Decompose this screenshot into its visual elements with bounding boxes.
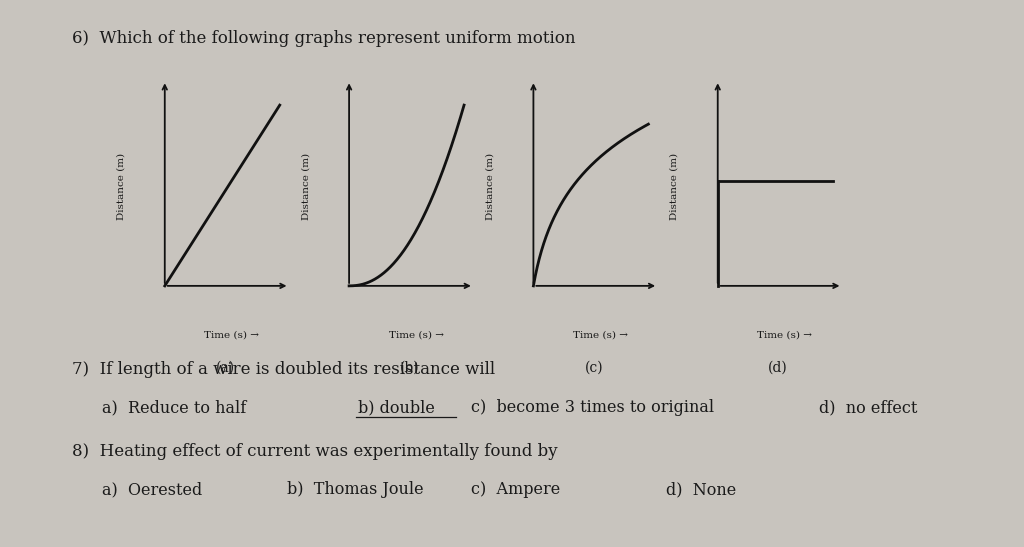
Text: 8)  Heating effect of current was experimentally found by: 8) Heating effect of current was experim… xyxy=(72,443,557,460)
Text: d)  no effect: d) no effect xyxy=(819,399,918,416)
Text: (a): (a) xyxy=(216,361,234,375)
Text: Time (s) →: Time (s) → xyxy=(758,330,812,339)
Text: b) double: b) double xyxy=(358,399,435,416)
Text: Distance (m): Distance (m) xyxy=(485,153,495,219)
Text: (c): (c) xyxy=(585,361,603,375)
Text: Distance (m): Distance (m) xyxy=(117,153,126,219)
Text: a)  Reduce to half: a) Reduce to half xyxy=(102,399,247,416)
Text: d)  None: d) None xyxy=(666,481,736,498)
Text: Time (s) →: Time (s) → xyxy=(573,330,628,339)
Text: c)  Ampere: c) Ampere xyxy=(471,481,560,498)
Text: (d): (d) xyxy=(768,361,788,375)
Text: Distance (m): Distance (m) xyxy=(670,153,679,219)
Text: (b): (b) xyxy=(399,361,420,375)
Text: Distance (m): Distance (m) xyxy=(301,153,310,219)
Text: 7)  If length of a wire is doubled its resistance will: 7) If length of a wire is doubled its re… xyxy=(72,361,495,378)
Text: b)  Thomas Joule: b) Thomas Joule xyxy=(287,481,423,498)
Text: c)  become 3 times to original: c) become 3 times to original xyxy=(471,399,714,416)
Text: 6)  Which of the following graphs represent uniform motion: 6) Which of the following graphs represe… xyxy=(72,30,575,47)
Text: a)  Oerested: a) Oerested xyxy=(102,481,203,498)
Text: Time (s) →: Time (s) → xyxy=(205,330,259,339)
Text: Time (s) →: Time (s) → xyxy=(389,330,443,339)
